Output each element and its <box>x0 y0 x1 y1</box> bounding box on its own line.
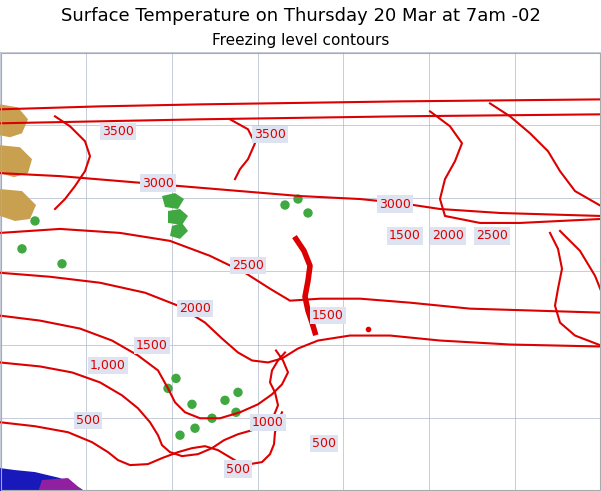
Text: 1500: 1500 <box>136 339 168 352</box>
Text: 3000: 3000 <box>142 177 174 190</box>
Polygon shape <box>0 105 28 137</box>
Text: 1500: 1500 <box>312 309 344 322</box>
Circle shape <box>304 209 312 217</box>
Text: 2500: 2500 <box>476 229 508 243</box>
Text: 500: 500 <box>76 414 100 427</box>
Text: 2000: 2000 <box>179 302 211 315</box>
Polygon shape <box>0 189 36 221</box>
Polygon shape <box>170 223 188 239</box>
Polygon shape <box>168 209 188 225</box>
Circle shape <box>31 217 39 225</box>
Text: 1500: 1500 <box>389 229 421 243</box>
Circle shape <box>221 396 229 404</box>
Circle shape <box>191 424 199 432</box>
Text: 3000: 3000 <box>379 197 411 211</box>
Circle shape <box>164 384 172 392</box>
Text: 3500: 3500 <box>102 125 134 138</box>
Circle shape <box>281 201 289 209</box>
Polygon shape <box>38 478 82 491</box>
Circle shape <box>188 400 196 409</box>
Polygon shape <box>0 468 115 491</box>
Text: 1000: 1000 <box>252 416 284 429</box>
Text: 2000: 2000 <box>432 229 464 243</box>
Circle shape <box>234 388 242 396</box>
Text: 500: 500 <box>312 436 336 450</box>
Circle shape <box>58 260 66 268</box>
Polygon shape <box>0 145 32 177</box>
Circle shape <box>172 375 180 382</box>
Circle shape <box>176 431 184 439</box>
Text: Freezing level contours: Freezing level contours <box>212 33 389 48</box>
Circle shape <box>208 414 216 422</box>
Text: 1,000: 1,000 <box>90 359 126 372</box>
Text: Surface Temperature on Thursday 20 Mar at 7am -02: Surface Temperature on Thursday 20 Mar a… <box>61 7 540 26</box>
Circle shape <box>232 409 240 416</box>
Text: 500: 500 <box>226 463 250 476</box>
Circle shape <box>18 245 26 253</box>
Text: 2500: 2500 <box>232 259 264 273</box>
Text: 3500: 3500 <box>254 128 286 141</box>
Circle shape <box>294 195 302 203</box>
Polygon shape <box>162 193 184 209</box>
